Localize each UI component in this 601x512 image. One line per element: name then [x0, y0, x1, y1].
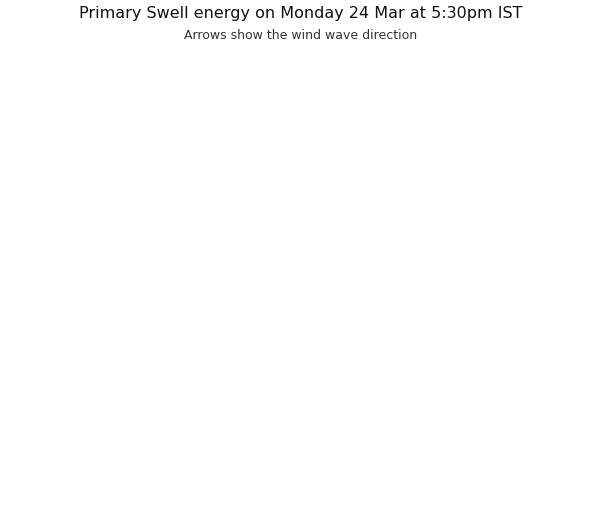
- Text: Primary Swell energy on Monday 24 Mar at 5:30pm IST: Primary Swell energy on Monday 24 Mar at…: [79, 6, 522, 21]
- Text: cartopy not available: cartopy not available: [213, 269, 388, 288]
- Text: Arrows show the wind wave direction: Arrows show the wind wave direction: [184, 29, 417, 41]
